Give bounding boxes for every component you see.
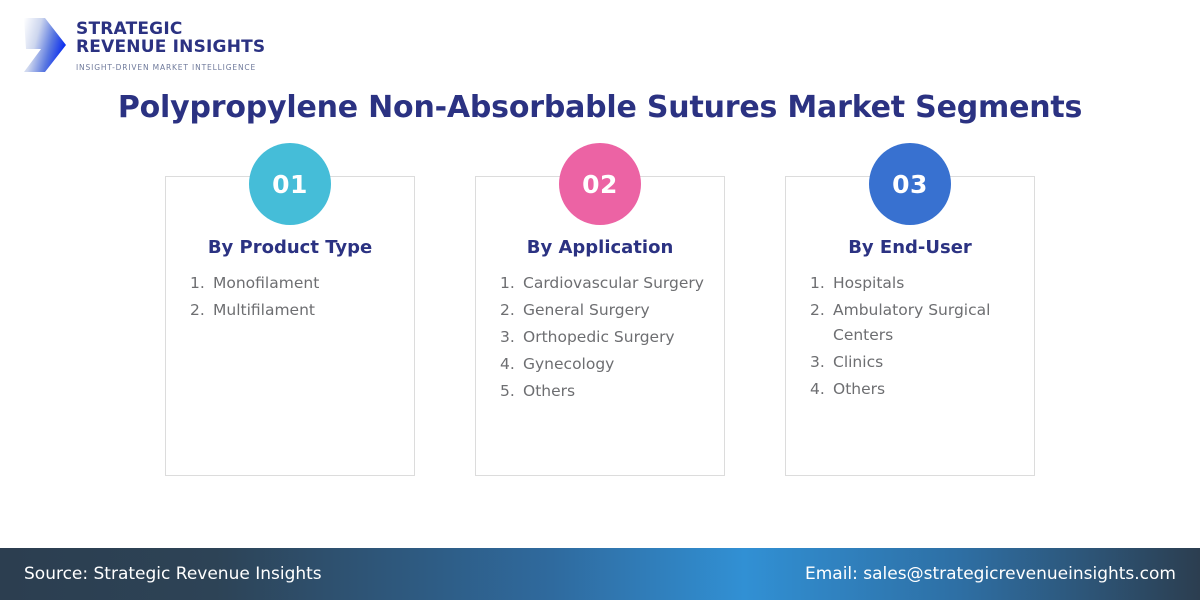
- list-label: Others: [523, 382, 576, 400]
- list-item: 1. Monofilament: [190, 271, 402, 296]
- list-label: Clinics: [833, 353, 884, 371]
- list-item: 2. Multifilament: [190, 298, 402, 323]
- footer-email[interactable]: Email: sales@strategicrevenueinsights.co…: [804, 564, 1176, 584]
- list-item: 4. Gynecology: [500, 352, 712, 377]
- list-marker: 3.: [500, 328, 515, 346]
- list-item: 4. Others: [810, 377, 1022, 402]
- list-marker: 4.: [810, 380, 825, 398]
- brand-text: STRATEGIC REVENUE INSIGHTS INSIGHT-DRIVE…: [76, 16, 265, 72]
- list-label: Ambulatory Surgical Centers: [833, 301, 991, 344]
- list-item: 1. Cardiovascular Surgery: [500, 271, 712, 296]
- footer-source: Source: Strategic Revenue Insights: [24, 564, 322, 584]
- segment-number-badge: 01: [249, 143, 331, 225]
- segment-cards: 01 By Product Type 1. Monofilament 2. Mu…: [0, 143, 1200, 478]
- list-item: 3. Orthopedic Surgery: [500, 325, 712, 350]
- list-marker: 3.: [810, 353, 825, 371]
- footer-bar: Source: Strategic Revenue Insights Email…: [0, 548, 1200, 600]
- segment-card: 02 By Application 1. Cardiovascular Surg…: [475, 143, 725, 476]
- page-title: Polypropylene Non-Absorbable Sutures Mar…: [117, 90, 1083, 125]
- list-label: Orthopedic Surgery: [523, 328, 675, 346]
- list-label: Others: [833, 380, 886, 398]
- list-label: Cardiovascular Surgery: [523, 274, 704, 292]
- segment-number-badge: 02: [559, 143, 641, 225]
- brand-name: STRATEGIC REVENUE INSIGHTS: [76, 19, 266, 57]
- list-item: 2. General Surgery: [500, 298, 712, 323]
- segment-item-list: 1. Hospitals 2. Ambulatory Surgical Cent…: [810, 271, 1022, 404]
- list-marker: 1.: [190, 274, 205, 292]
- list-label: Monofilament: [213, 274, 320, 292]
- segment-item-list: 1. Monofilament 2. Multifilament: [190, 271, 402, 325]
- list-marker: 1.: [500, 274, 515, 292]
- list-label: Hospitals: [833, 274, 905, 292]
- chevron-arrow-logo-icon: [24, 18, 66, 72]
- segment-item-list: 1. Cardiovascular Surgery 2. General Sur…: [500, 271, 712, 406]
- segment-heading: By End-User: [848, 237, 972, 258]
- header: STRATEGIC REVENUE INSIGHTS INSIGHT-DRIVE…: [0, 0, 1200, 90]
- list-marker: 2.: [190, 301, 205, 319]
- list-label: Multifilament: [213, 301, 315, 319]
- list-marker: 2.: [810, 301, 825, 319]
- segment-number-badge: 03: [869, 143, 951, 225]
- brand-logo[interactable]: STRATEGIC REVENUE INSIGHTS INSIGHT-DRIVE…: [22, 16, 265, 74]
- list-item: 3. Clinics: [810, 350, 1022, 375]
- list-marker: 4.: [500, 355, 515, 373]
- list-item: 1. Hospitals: [810, 271, 1022, 296]
- list-marker: 5.: [500, 382, 515, 400]
- list-label: General Surgery: [523, 301, 650, 319]
- list-label: Gynecology: [523, 355, 615, 373]
- list-marker: 2.: [500, 301, 515, 319]
- list-item: 5. Others: [500, 379, 712, 404]
- segment-heading: By Product Type: [207, 237, 373, 258]
- list-marker: 1.: [810, 274, 825, 292]
- segment-card: 01 By Product Type 1. Monofilament 2. Mu…: [165, 143, 415, 476]
- segment-card: 03 By End-User 1. Hospitals 2. Ambulator…: [785, 143, 1035, 476]
- segment-heading: By Application: [526, 237, 674, 258]
- brand-tagline: INSIGHT-DRIVEN MARKET INTELLIGENCE: [76, 63, 257, 72]
- list-item: 2. Ambulatory Surgical Centers: [810, 298, 1022, 348]
